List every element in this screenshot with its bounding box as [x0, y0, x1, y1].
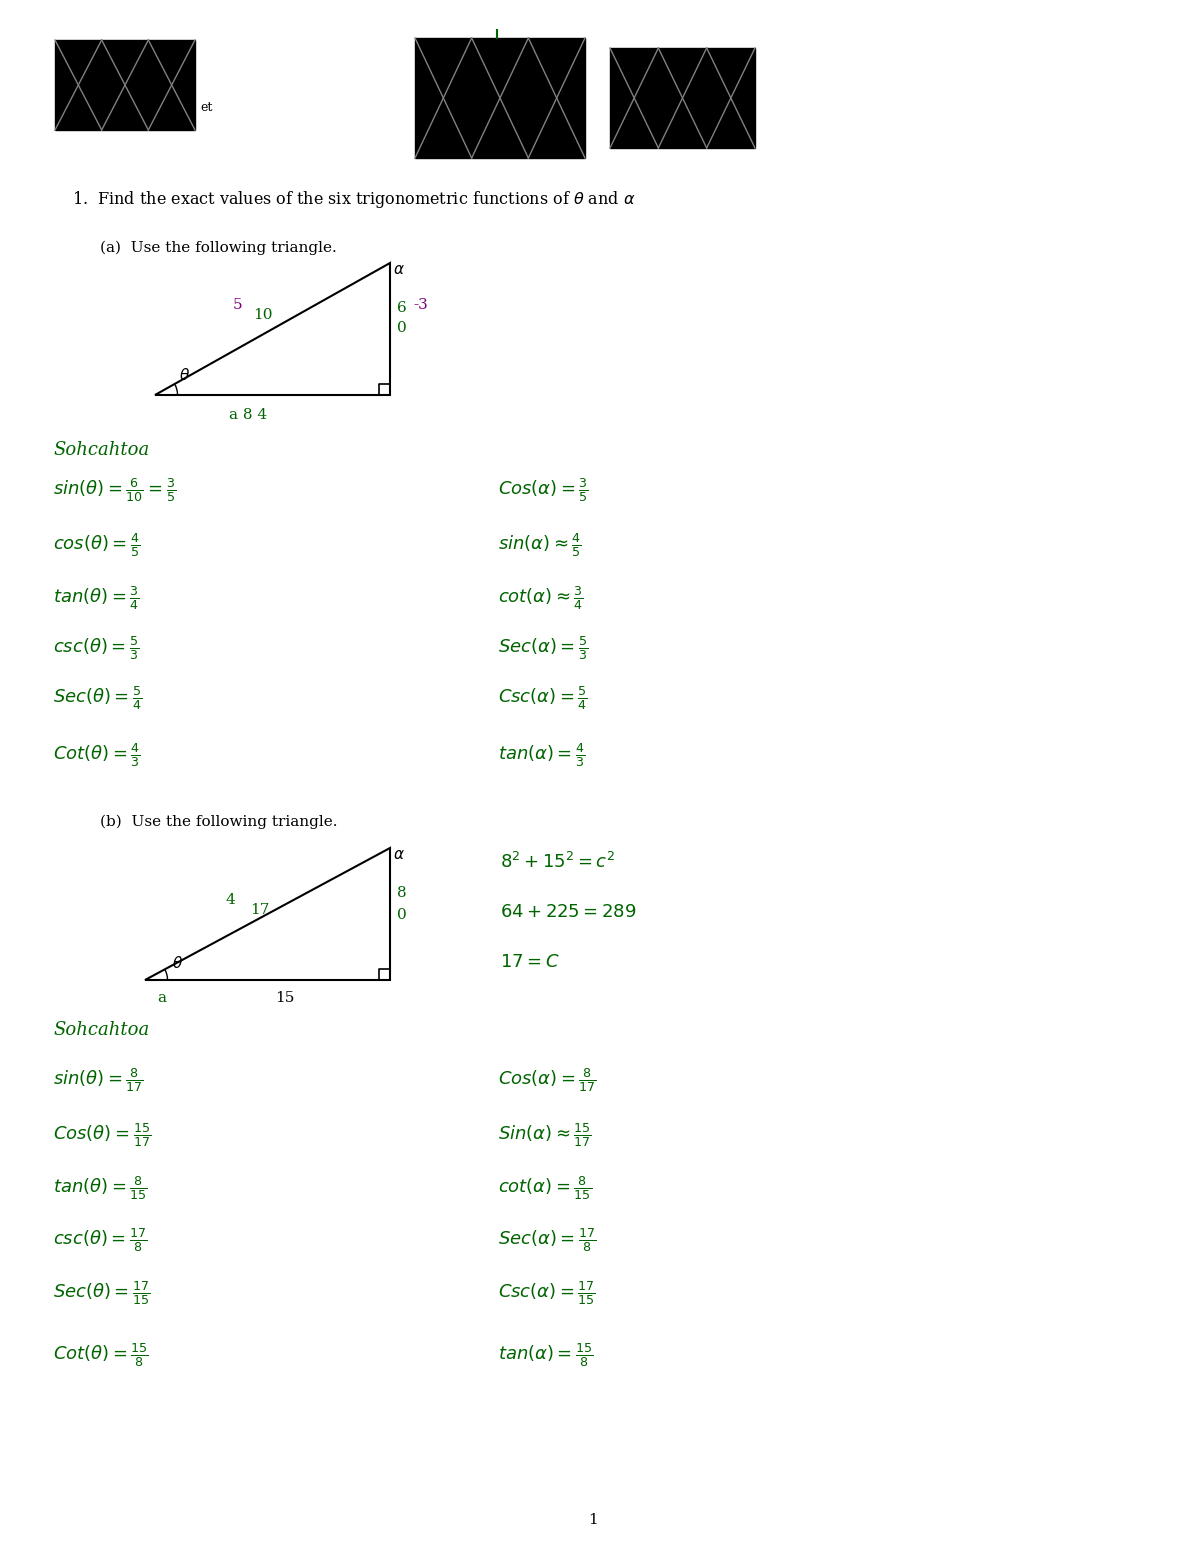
Text: $cot(\alpha) = \frac{8}{15}$: $cot(\alpha) = \frac{8}{15}$: [498, 1174, 592, 1202]
Text: $tan(\alpha) = \frac{15}{8}$: $tan(\alpha) = \frac{15}{8}$: [498, 1342, 594, 1368]
Text: $\alpha$: $\alpha$: [394, 848, 404, 862]
Text: 0: 0: [397, 909, 407, 922]
Text: $cot(\alpha) \approx \frac{3}{4}$: $cot(\alpha) \approx \frac{3}{4}$: [498, 584, 584, 612]
Text: 1.  Find the exact values of the six trigonometric functions of $\theta$ and $\a: 1. Find the exact values of the six trig…: [72, 189, 635, 211]
Text: $csc(\theta) = \frac{17}{8}$: $csc(\theta) = \frac{17}{8}$: [53, 1225, 148, 1253]
Text: a: a: [157, 991, 167, 1005]
Text: Sohcahtoa: Sohcahtoa: [53, 1020, 149, 1039]
Text: $sin(\theta) = \frac{6}{10} = \frac{3}{5}$: $sin(\theta) = \frac{6}{10} = \frac{3}{5…: [53, 477, 176, 503]
Bar: [610, 48, 755, 148]
Text: $Cos(\theta) = \frac{15}{17}$: $Cos(\theta) = \frac{15}{17}$: [53, 1121, 151, 1149]
Text: $17 = C$: $17 = C$: [500, 954, 559, 971]
Text: $sin(\alpha) \approx \frac{4}{5}$: $sin(\alpha) \approx \frac{4}{5}$: [498, 531, 582, 559]
Text: $Sec(\alpha) = \frac{5}{3}$: $Sec(\alpha) = \frac{5}{3}$: [498, 634, 588, 662]
Text: 1: 1: [588, 1513, 598, 1527]
Text: $64 + 225 = 289$: $64 + 225 = 289$: [500, 902, 637, 921]
Bar: [55, 40, 194, 130]
Text: 15: 15: [275, 991, 295, 1005]
Text: $Sec(\theta) = \frac{17}{15}$: $Sec(\theta) = \frac{17}{15}$: [53, 1280, 150, 1308]
Text: a 8 4: a 8 4: [229, 408, 268, 422]
Text: $Cos(\alpha) = \frac{3}{5}$: $Cos(\alpha) = \frac{3}{5}$: [498, 477, 589, 503]
Text: $Cot(\theta) = \frac{15}{8}$: $Cot(\theta) = \frac{15}{8}$: [53, 1342, 149, 1368]
Text: $\theta$: $\theta$: [180, 367, 191, 384]
Text: $\theta$: $\theta$: [173, 955, 184, 971]
Text: (b)  Use the following triangle.: (b) Use the following triangle.: [100, 815, 337, 829]
Text: -3: -3: [413, 298, 427, 312]
Bar: [415, 37, 586, 158]
Text: $Sec(\theta) = \frac{5}{4}$: $Sec(\theta) = \frac{5}{4}$: [53, 683, 143, 711]
Text: $Csc(\alpha) = \frac{17}{15}$: $Csc(\alpha) = \frac{17}{15}$: [498, 1280, 596, 1308]
Text: (a)  Use the following triangle.: (a) Use the following triangle.: [100, 241, 337, 255]
Text: $Sin(\alpha) \approx \frac{15}{17}$: $Sin(\alpha) \approx \frac{15}{17}$: [498, 1121, 592, 1149]
Text: 0: 0: [397, 321, 407, 335]
Text: Sohcahtoa: Sohcahtoa: [53, 441, 149, 460]
Text: $Cot(\theta) = \frac{4}{3}$: $Cot(\theta) = \frac{4}{3}$: [53, 741, 140, 769]
Text: $tan(\theta) = \frac{8}{15}$: $tan(\theta) = \frac{8}{15}$: [53, 1174, 148, 1202]
Text: $cos(\theta) = \frac{4}{5}$: $cos(\theta) = \frac{4}{5}$: [53, 531, 140, 559]
Text: $sin(\theta) = \frac{8}{17}$: $sin(\theta) = \frac{8}{17}$: [53, 1065, 144, 1093]
Text: $csc(\theta) = \frac{5}{3}$: $csc(\theta) = \frac{5}{3}$: [53, 634, 139, 662]
Text: 8: 8: [397, 887, 407, 901]
Text: $tan(\alpha) = \frac{4}{3}$: $tan(\alpha) = \frac{4}{3}$: [498, 741, 586, 769]
Text: $8^2 + 15^2 = c^2$: $8^2 + 15^2 = c^2$: [500, 853, 616, 873]
Text: $tan(\theta) = \frac{3}{4}$: $tan(\theta) = \frac{3}{4}$: [53, 584, 139, 612]
Text: 5: 5: [233, 298, 242, 312]
Text: 17: 17: [251, 902, 270, 916]
Text: $\alpha$: $\alpha$: [394, 262, 404, 276]
Text: 10: 10: [253, 307, 272, 321]
Text: $Sec(\alpha) = \frac{17}{8}$: $Sec(\alpha) = \frac{17}{8}$: [498, 1225, 596, 1253]
Text: 4: 4: [226, 893, 235, 907]
Text: 6: 6: [397, 301, 407, 315]
Text: $Cos(\alpha) = \frac{8}{17}$: $Cos(\alpha) = \frac{8}{17}$: [498, 1065, 596, 1093]
Text: $Csc(\alpha) = \frac{5}{4}$: $Csc(\alpha) = \frac{5}{4}$: [498, 683, 588, 711]
Text: et: et: [200, 101, 212, 115]
